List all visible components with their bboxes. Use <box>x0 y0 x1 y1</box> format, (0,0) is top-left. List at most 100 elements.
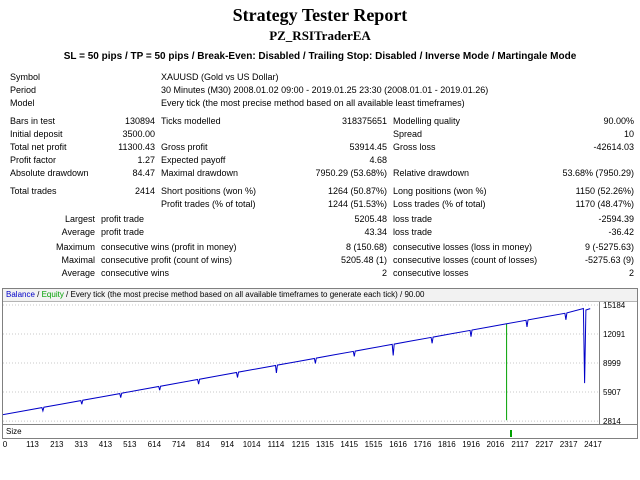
report-title: Strategy Tester Report <box>232 5 408 25</box>
x-axis-label: 1916 <box>462 440 480 449</box>
table-row: Model Every tick (the most precise metho… <box>2 96 638 109</box>
x-axis-label: 814 <box>196 440 210 449</box>
cell-sublabel: profit trade <box>101 213 145 224</box>
cell-value: 318375651 <box>341 115 387 126</box>
balance-legend: Balance <box>6 290 35 299</box>
balance-line <box>3 307 591 416</box>
settings-line: SL = 50 pips / TP = 50 pips / Break-Even… <box>63 51 577 62</box>
y-axis-label: 12091 <box>603 329 626 339</box>
table-row: Symbol XAUUSD (Gold vs US Dollar) <box>2 70 638 83</box>
cell-value: 90.00% <box>603 115 635 126</box>
cell-label: Model <box>10 97 35 108</box>
cell-sublabel: consecutive losses (count of losses) <box>393 254 538 265</box>
cell-label: Largest <box>64 213 95 224</box>
y-axis-label: 2814 <box>603 417 621 427</box>
y-axis-label: 8999 <box>603 359 621 368</box>
cell-label: Short positions (won %) <box>161 185 257 196</box>
cell-value: -36.42 <box>608 226 635 237</box>
x-axis-label: 714 <box>172 440 186 449</box>
cell-label: Average <box>61 267 95 278</box>
cell-value: 84.47 <box>132 167 155 178</box>
cell-label: Maximal drawdown <box>161 167 239 178</box>
balance-chart-plot <box>3 302 599 424</box>
cell-label: Initial deposit <box>10 128 63 139</box>
ea-name: PZ_RSITraderEA <box>269 28 371 43</box>
cell-value: 5205.48 (1) <box>340 254 387 265</box>
chart-model-text: Every tick (the most precise method base… <box>70 290 398 299</box>
cell-label: Symbol <box>10 71 41 82</box>
table-row: Average consecutive wins 2 consecutive l… <box>2 266 638 279</box>
cell-sublabel: loss trade <box>393 226 433 237</box>
cell-label: Gross profit <box>161 141 208 152</box>
cell-value: 8 (150.68) <box>345 241 387 252</box>
cell-value: 1150 (52.26%) <box>575 185 635 196</box>
y-axis-label: 15184 <box>603 300 626 310</box>
balance-chart: Balance / Equity / Every tick (the most … <box>2 288 638 439</box>
cell-label: Loss trades (% of total) <box>393 198 486 209</box>
cell-label: Long positions (won %) <box>393 185 487 196</box>
cell-label <box>390 153 548 166</box>
y-axis-label: 5907 <box>603 388 621 398</box>
cell-value: 2414 <box>134 185 155 196</box>
cell-label: Ticks modelled <box>161 115 221 126</box>
table-row: Profit trades (% of total) 1244 (51.53%)… <box>2 197 638 210</box>
cell-value: 53914.45 <box>349 141 387 152</box>
x-axis-label: 614 <box>147 440 162 449</box>
cell-value: 2 <box>381 267 387 278</box>
cell-value: 2 <box>629 267 635 278</box>
x-axis-label: 1215 <box>291 440 310 449</box>
chart-caption: Balance / Equity / Every tick (the most … <box>3 289 637 302</box>
cell-label: Modelling quality <box>393 115 461 126</box>
cell-label: Total net profit <box>10 141 67 152</box>
cell-sublabel: consecutive profit (count of wins) <box>101 254 233 265</box>
cell-value: 1264 (50.87%) <box>327 185 387 196</box>
cell-value: 1244 (51.53%) <box>327 198 387 209</box>
cell-label: Expected payoff <box>161 154 226 165</box>
cell-value: Every tick (the most precise method base… <box>161 97 465 108</box>
size-bar <box>509 430 512 437</box>
cell-value <box>306 127 390 140</box>
x-axis-label: 2417 <box>584 440 602 449</box>
cell-label: Profit trades (% of total) <box>161 198 256 209</box>
report-page: Strategy Tester Report PZ_RSITraderEA SL… <box>2 5 638 452</box>
table-row: Maximum consecutive wins (profit in mone… <box>2 240 638 253</box>
cell-label <box>158 127 306 140</box>
modelling-quality-value: 90.00 <box>404 290 425 299</box>
cell-value: 11300.43 <box>118 141 155 152</box>
cell-value: 1170 (48.47%) <box>575 198 635 209</box>
table-row: Period 30 Minutes (M30) 2008.01.02 09:00… <box>2 83 638 96</box>
x-axis-label: 914 <box>220 440 235 449</box>
equity-legend: Equity <box>41 290 64 299</box>
x-axis-label: 1415 <box>340 440 359 449</box>
cell-label: Gross loss <box>393 141 436 152</box>
cell-sublabel: loss trade <box>393 213 433 224</box>
cell-label: Total trades <box>10 185 57 196</box>
cell-label: Maximum <box>55 241 95 252</box>
x-axis-labels: 0 113 213 313 413 513 614 714 814 914 1014 1114 1215… <box>2 440 638 452</box>
cell-label: Relative drawdown <box>393 167 470 178</box>
x-axis-label: 413 <box>98 440 113 449</box>
table-row: Absolute drawdown 84.47 Maximal drawdown… <box>2 166 638 179</box>
x-axis-label: 2016 <box>486 440 505 449</box>
x-axis-label: 1716 <box>413 440 432 449</box>
summary-table: Symbol XAUUSD (Gold vs US Dollar) Period… <box>2 70 638 279</box>
x-axis-label: 1515 <box>364 440 383 449</box>
y-axis-scale: 15184 12091 8999 5907 2814 <box>599 300 637 427</box>
cell-sublabel: consecutive losses <box>393 267 469 278</box>
size-panel: Size <box>3 424 637 438</box>
cell-label: Spread <box>393 128 423 139</box>
cell-sublabel: consecutive losses (loss in money) <box>393 241 533 252</box>
cell-value: 3500.00 <box>122 128 155 139</box>
cell-value: 1.27 <box>137 154 155 165</box>
x-axis-label: 2117 <box>511 440 529 449</box>
table-row: Average profit trade 43.34 loss trade -3… <box>2 225 638 238</box>
size-panel-label: Size <box>6 427 22 436</box>
x-axis-label: 1816 <box>437 440 456 449</box>
cell-label: Maximal <box>61 254 95 265</box>
cell-label: Bars in test <box>10 115 56 126</box>
cell-value: -42614.03 <box>593 141 635 152</box>
cell-value: 43.34 <box>364 226 387 237</box>
table-row: Maximal consecutive profit (count of win… <box>2 253 638 266</box>
cell-value: XAUUSD (Gold vs US Dollar) <box>161 71 279 82</box>
cell-label: Period <box>10 84 37 95</box>
